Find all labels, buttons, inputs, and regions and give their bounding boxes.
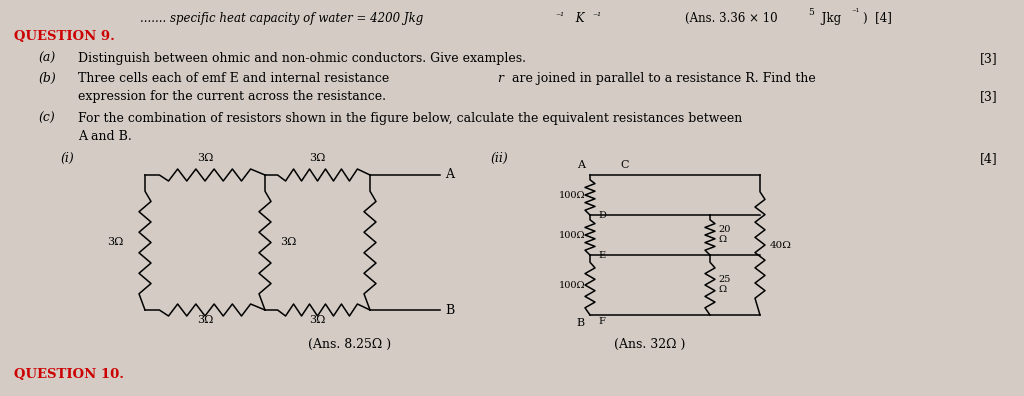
Text: A: A [445, 169, 454, 181]
Text: 3Ω: 3Ω [280, 237, 296, 247]
Text: expression for the current across the resistance.: expression for the current across the re… [78, 90, 386, 103]
Text: [4]: [4] [980, 152, 997, 165]
Text: (a): (a) [38, 52, 55, 65]
Text: 100Ω: 100Ω [558, 230, 585, 240]
Text: F: F [598, 317, 605, 326]
Text: [3]: [3] [980, 90, 997, 103]
Text: E: E [598, 251, 605, 259]
Text: [3]: [3] [980, 52, 997, 65]
Text: (b): (b) [38, 72, 55, 85]
Text: 3Ω: 3Ω [309, 315, 326, 325]
Text: 25: 25 [718, 276, 730, 284]
Text: (Ans. 32Ω ): (Ans. 32Ω ) [614, 338, 686, 351]
Text: (Ans. 3.36 × 10: (Ans. 3.36 × 10 [685, 12, 777, 25]
Text: QUESTION 10.: QUESTION 10. [14, 368, 124, 381]
Text: For the combination of resistors shown in the figure below, calculate the equiva: For the combination of resistors shown i… [78, 112, 742, 125]
Text: D: D [598, 211, 606, 219]
Text: Jkg: Jkg [818, 12, 841, 25]
Text: 3Ω: 3Ω [197, 315, 213, 325]
Text: 20: 20 [718, 225, 730, 234]
Text: ⁻¹: ⁻¹ [851, 8, 859, 17]
Text: (c): (c) [38, 112, 54, 125]
Text: K: K [572, 12, 585, 25]
Text: ....... specific heat capacity of water = 4200 Jkg: ....... specific heat capacity of water … [140, 12, 423, 25]
Text: 100Ω: 100Ω [558, 280, 585, 289]
Text: 3Ω: 3Ω [106, 237, 123, 247]
Text: 3Ω: 3Ω [309, 153, 326, 163]
Text: Distinguish between ohmic and non-ohmic conductors. Give examples.: Distinguish between ohmic and non-ohmic … [78, 52, 526, 65]
Text: C: C [621, 160, 630, 170]
Text: B: B [577, 318, 585, 328]
Text: 100Ω: 100Ω [558, 190, 585, 200]
Text: A and B.: A and B. [78, 130, 132, 143]
Text: r: r [494, 72, 504, 85]
Text: (Ans. 8.25Ω ): (Ans. 8.25Ω ) [308, 338, 391, 351]
Text: ⁻¹: ⁻¹ [555, 12, 564, 21]
Text: B: B [445, 303, 455, 316]
Text: ⁻¹: ⁻¹ [592, 12, 601, 21]
Text: QUESTION 9.: QUESTION 9. [14, 30, 115, 43]
Text: Three cells each of emf E and internal resistance: Three cells each of emf E and internal r… [78, 72, 389, 85]
Text: Ω: Ω [718, 236, 726, 244]
Text: (ii): (ii) [490, 152, 508, 165]
Text: (i): (i) [60, 152, 74, 165]
Text: 40Ω: 40Ω [770, 240, 792, 249]
Text: A: A [577, 160, 585, 170]
Text: 3Ω: 3Ω [197, 153, 213, 163]
Text: 5: 5 [808, 8, 814, 17]
Text: Ω: Ω [718, 286, 726, 295]
Text: )  [4]: ) [4] [863, 12, 892, 25]
Text: are joined in parallel to a resistance R. Find the: are joined in parallel to a resistance R… [508, 72, 816, 85]
